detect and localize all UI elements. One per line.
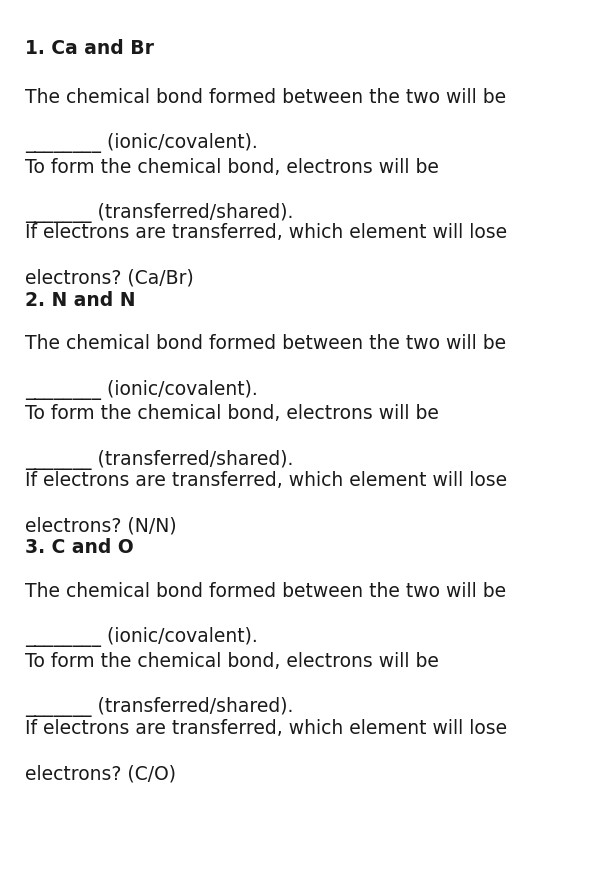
- Text: To form the chemical bond, electrons will be: To form the chemical bond, electrons wil…: [25, 404, 439, 423]
- Text: 1. Ca and Br: 1. Ca and Br: [25, 39, 154, 59]
- Text: The chemical bond formed between the two will be: The chemical bond formed between the two…: [25, 582, 506, 601]
- Text: 3. C and O: 3. C and O: [25, 538, 134, 557]
- Text: The chemical bond formed between the two will be: The chemical bond formed between the two…: [25, 334, 506, 354]
- Text: If electrons are transferred, which element will lose: If electrons are transferred, which elem…: [25, 719, 507, 738]
- Text: ________ (ionic/covalent).: ________ (ionic/covalent).: [25, 380, 258, 400]
- Text: The chemical bond formed between the two will be: The chemical bond formed between the two…: [25, 88, 506, 107]
- Text: electrons? (C/O): electrons? (C/O): [25, 765, 176, 784]
- Text: To form the chemical bond, electrons will be: To form the chemical bond, electrons wil…: [25, 158, 439, 177]
- Text: electrons? (Ca/Br): electrons? (Ca/Br): [25, 269, 194, 288]
- Text: ________ (ionic/covalent).: ________ (ionic/covalent).: [25, 627, 258, 648]
- Text: To form the chemical bond, electrons will be: To form the chemical bond, electrons wil…: [25, 652, 439, 671]
- Text: _______ (transferred/shared).: _______ (transferred/shared).: [25, 450, 294, 470]
- Text: If electrons are transferred, which element will lose: If electrons are transferred, which elem…: [25, 471, 507, 490]
- Text: ________ (ionic/covalent).: ________ (ionic/covalent).: [25, 133, 258, 153]
- Text: _______ (transferred/shared).: _______ (transferred/shared).: [25, 697, 294, 717]
- Text: 2. N and N: 2. N and N: [25, 290, 136, 310]
- Text: _______ (transferred/shared).: _______ (transferred/shared).: [25, 203, 294, 223]
- Text: If electrons are transferred, which element will lose: If electrons are transferred, which elem…: [25, 223, 507, 242]
- Text: electrons? (N/N): electrons? (N/N): [25, 516, 177, 536]
